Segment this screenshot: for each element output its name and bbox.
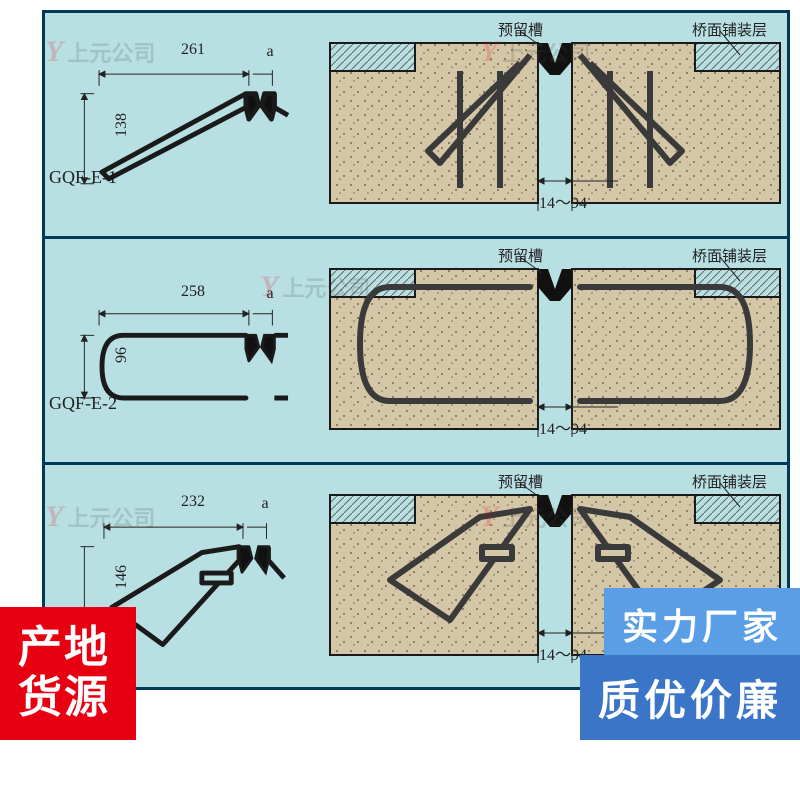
- profile-svg: [55, 251, 290, 451]
- label-reserved-slot: 预留槽: [498, 19, 543, 40]
- banner-quality: 质优价廉: [580, 655, 800, 740]
- profile-view: [45, 13, 290, 236]
- row-gqf-e-2: GQF-E-2 258 a 96: [45, 239, 787, 465]
- label-pavement: 桥面铺装层: [692, 245, 767, 266]
- label-pavement: 桥面铺装层: [692, 471, 767, 492]
- label-pavement: 桥面铺装层: [692, 19, 767, 40]
- dim-gap-range: 14～94: [528, 415, 598, 439]
- section-view: 预留槽 桥面铺装层 14～94: [320, 239, 790, 462]
- banner-strength: 实力厂家: [604, 588, 800, 660]
- profile-svg: [55, 25, 290, 225]
- row-gqf-e-1: GQF-E-1 261 a 138: [45, 13, 787, 239]
- banner-origin: 产地 货源: [0, 607, 136, 740]
- section-view: 预留槽 桥面铺装层 14～94: [320, 13, 790, 236]
- banner-red-line1: 产地: [18, 623, 110, 674]
- profile-view: [45, 239, 290, 462]
- banner-red-line2: 货源: [18, 673, 110, 724]
- label-reserved-slot: 预留槽: [498, 245, 543, 266]
- label-reserved-slot: 预留槽: [498, 471, 543, 492]
- dim-gap-range: 14～94: [528, 189, 598, 213]
